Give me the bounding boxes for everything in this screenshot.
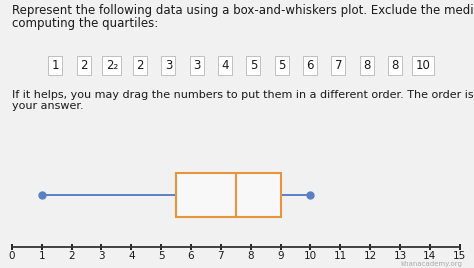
Text: 5: 5 <box>278 59 285 72</box>
Text: 2₂: 2₂ <box>106 59 118 72</box>
Text: computing the quartiles:: computing the quartiles: <box>12 17 158 31</box>
Text: If it helps, you may drag the numbers to put them in a different order. The orde: If it helps, you may drag the numbers to… <box>12 90 474 111</box>
Text: 8: 8 <box>391 59 399 72</box>
Text: 3: 3 <box>193 59 201 72</box>
Text: Represent the following data using a box-and-whiskers plot. Exclude the median w: Represent the following data using a box… <box>12 4 474 17</box>
Text: 1: 1 <box>52 59 59 72</box>
Text: 7: 7 <box>335 59 342 72</box>
Bar <box>176 173 281 217</box>
Text: khanacademy.org: khanacademy.org <box>400 261 462 267</box>
Text: 3: 3 <box>165 59 172 72</box>
Text: 2: 2 <box>80 59 87 72</box>
Text: 6: 6 <box>306 59 314 72</box>
Text: 8: 8 <box>363 59 370 72</box>
Text: 5: 5 <box>250 59 257 72</box>
Text: 2: 2 <box>137 59 144 72</box>
Text: 10: 10 <box>416 59 431 72</box>
Text: 4: 4 <box>221 59 229 72</box>
Bar <box>176 173 281 217</box>
